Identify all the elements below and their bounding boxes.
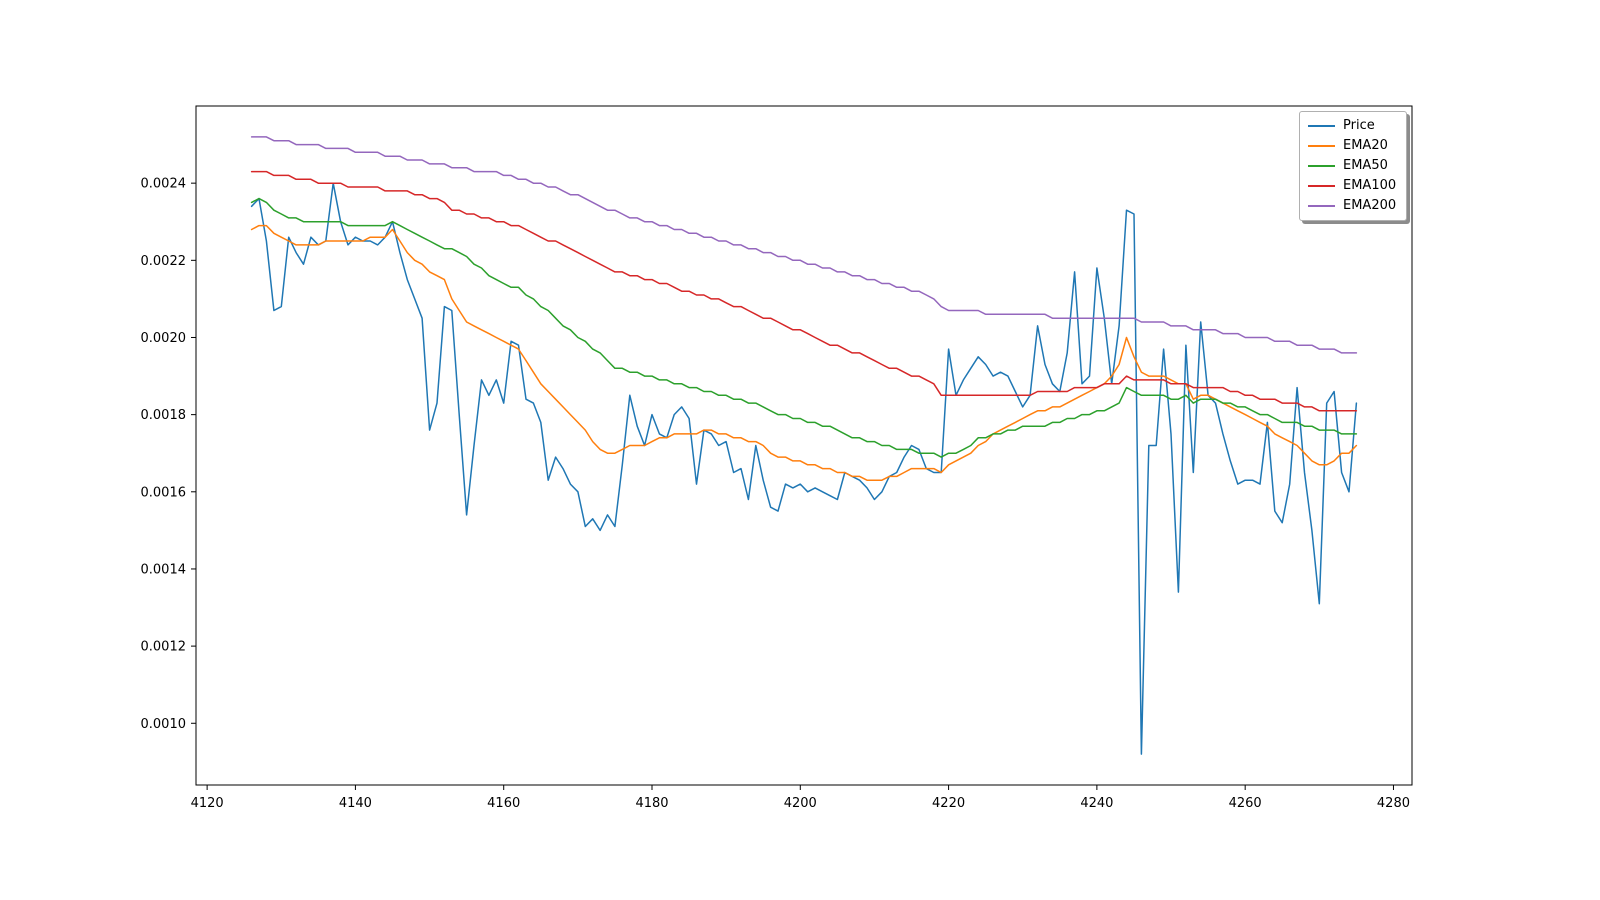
legend-item-ema100: EMA100 xyxy=(1308,178,1396,193)
series-line-ema20 xyxy=(250,224,1358,481)
legend-line-sample-ema200 xyxy=(1308,204,1335,207)
y-axis: 0.0010 0.0012 0.0014 0.0016 0.0018 0.0020 0.00… xyxy=(141,177,196,732)
legend-label-ema50: EMA50 xyxy=(1343,158,1388,173)
legend-item-ema20: EMA20 xyxy=(1308,138,1396,153)
series-line-ema50 xyxy=(250,197,1358,458)
x-axis: 4120 4140 4160 4180 4200 4220 4240 4260 4280 xyxy=(191,785,1410,811)
series-lines xyxy=(250,136,1358,755)
legend-line-sample-ema20 xyxy=(1308,144,1335,147)
x-tick-label: 4160 xyxy=(487,796,520,811)
series-line-price xyxy=(250,182,1358,755)
legend: Price EMA20 EMA50 EMA100 EMA200 xyxy=(1299,111,1408,221)
x-tick-label: 4220 xyxy=(932,796,965,811)
y-tick-label: 0.0012 xyxy=(141,640,187,655)
series-line-ema200 xyxy=(250,136,1358,354)
legend-label-ema20: EMA20 xyxy=(1343,138,1388,153)
legend-label-ema100: EMA100 xyxy=(1343,178,1397,193)
legend-item-ema200: EMA200 xyxy=(1308,198,1396,213)
legend-label-price: Price xyxy=(1343,118,1375,133)
axes-frame xyxy=(195,105,1413,786)
y-tick-label: 0.0022 xyxy=(141,254,187,269)
legend-line-sample-price xyxy=(1308,124,1335,127)
y-tick-label: 0.0010 xyxy=(141,717,187,732)
legend-label-ema200: EMA200 xyxy=(1343,198,1397,213)
legend-line-sample-ema50 xyxy=(1308,164,1335,167)
legend-item-price: Price xyxy=(1308,118,1396,133)
legend-line-sample-ema100 xyxy=(1308,184,1335,187)
x-tick-label: 4200 xyxy=(784,796,817,811)
x-tick-label: 4120 xyxy=(191,796,224,811)
x-tick-label: 4260 xyxy=(1229,796,1262,811)
x-tick-label: 4140 xyxy=(339,796,372,811)
series-line-ema100 xyxy=(250,170,1358,412)
x-tick-label: 4240 xyxy=(1080,796,1113,811)
x-tick-label: 4180 xyxy=(635,796,668,811)
y-tick-label: 0.0020 xyxy=(141,331,187,346)
y-tick-label: 0.0014 xyxy=(141,562,187,577)
y-tick-label: 0.0018 xyxy=(141,408,187,423)
x-tick-label: 4280 xyxy=(1377,796,1410,811)
y-tick-label: 0.0024 xyxy=(141,177,187,192)
legend-item-ema50: EMA50 xyxy=(1308,158,1396,173)
y-tick-label: 0.0016 xyxy=(141,485,187,500)
